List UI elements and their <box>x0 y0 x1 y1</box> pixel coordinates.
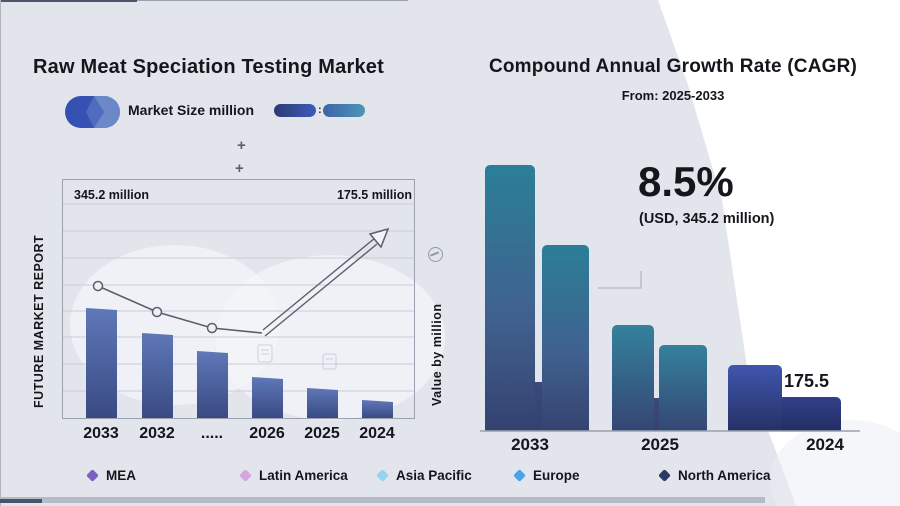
cagr-value: 8.5% <box>638 158 734 205</box>
legend-pill-dark <box>274 104 316 117</box>
x-tick-label: 2033 <box>83 425 119 442</box>
cagr-detail: (USD, 345.2 million) <box>639 211 775 227</box>
bar-2033-a <box>485 165 535 431</box>
legend-item-north-america: North America <box>658 466 771 484</box>
bottom-border-accent <box>0 499 42 503</box>
trend-marker <box>92 280 218 334</box>
minus-circle-icon <box>428 247 443 262</box>
bar-2025-a <box>612 325 654 431</box>
legend-colon: : <box>318 104 322 116</box>
top-border-line <box>0 0 408 1</box>
x-tick-label: 2025 <box>641 435 679 454</box>
cagr-bar-chart <box>480 165 860 432</box>
legend-label: MEA <box>106 467 136 483</box>
page-title: Raw Meat Speciation Testing Market <box>33 56 384 78</box>
cagr-title: Compound Annual Growth Rate (CAGR) <box>488 56 858 77</box>
bar-2024-a <box>728 365 782 431</box>
diamond-marker-icon <box>239 468 252 482</box>
legend-pill-teal <box>323 104 365 117</box>
market-size-legend-label: Market Size million <box>128 102 255 118</box>
bar-2025-b <box>659 345 707 431</box>
market-size-bar-chart <box>62 179 415 419</box>
watermark-vertical-label: FUTURE MARKET REPORT <box>32 234 46 408</box>
x-tick-label: 2024 <box>806 435 844 454</box>
legend-label: North America <box>678 467 771 483</box>
market-size-icon <box>65 96 120 128</box>
x-tick-label: 2033 <box>511 435 549 454</box>
annotation-max-value: 345.2 million <box>74 188 150 202</box>
bar-2024-b <box>778 397 841 431</box>
trend-line <box>97 285 263 334</box>
diamond-marker-icon <box>86 468 99 482</box>
x-tick-label: 2032 <box>139 425 175 442</box>
left-border-line <box>0 0 1 506</box>
top-border-accent <box>0 0 137 2</box>
cagr-subtitle: From: 2025-2033 <box>621 88 725 103</box>
ghost-document-icon <box>257 344 337 370</box>
legend-item-asia-pacific: Asia Pacific <box>376 466 472 484</box>
diamond-marker-icon <box>513 468 526 482</box>
bar-series <box>86 308 393 418</box>
plus-mark: + <box>235 160 244 177</box>
legend-item-latin-america: Latin America <box>239 466 348 484</box>
bottom-border-strip <box>0 497 765 503</box>
plus-mark: + <box>237 137 246 154</box>
growth-arrow <box>262 227 390 337</box>
bar-value-label: 175.5 <box>784 371 830 391</box>
legend-label: Latin America <box>259 467 348 483</box>
annotation-min-value: 175.5 million <box>336 188 412 202</box>
x-tick-label: 2025 <box>304 425 340 442</box>
legend-label: Asia Pacific <box>396 467 472 483</box>
diamond-marker-icon <box>658 468 671 482</box>
bracket-decoration <box>598 271 642 289</box>
legend-item-mea: MEA <box>86 466 136 484</box>
x-tick-label: ..... <box>200 425 224 442</box>
x-tick-label: 2024 <box>359 425 395 442</box>
diamond-marker-icon <box>376 468 389 482</box>
bar-2033-b <box>542 245 589 431</box>
x-tick-label: 2026 <box>249 425 285 442</box>
legend-label: Europe <box>533 467 580 483</box>
legend-item-europe: Europe <box>513 466 580 484</box>
value-axis-vertical-label: Value by million <box>430 303 444 407</box>
